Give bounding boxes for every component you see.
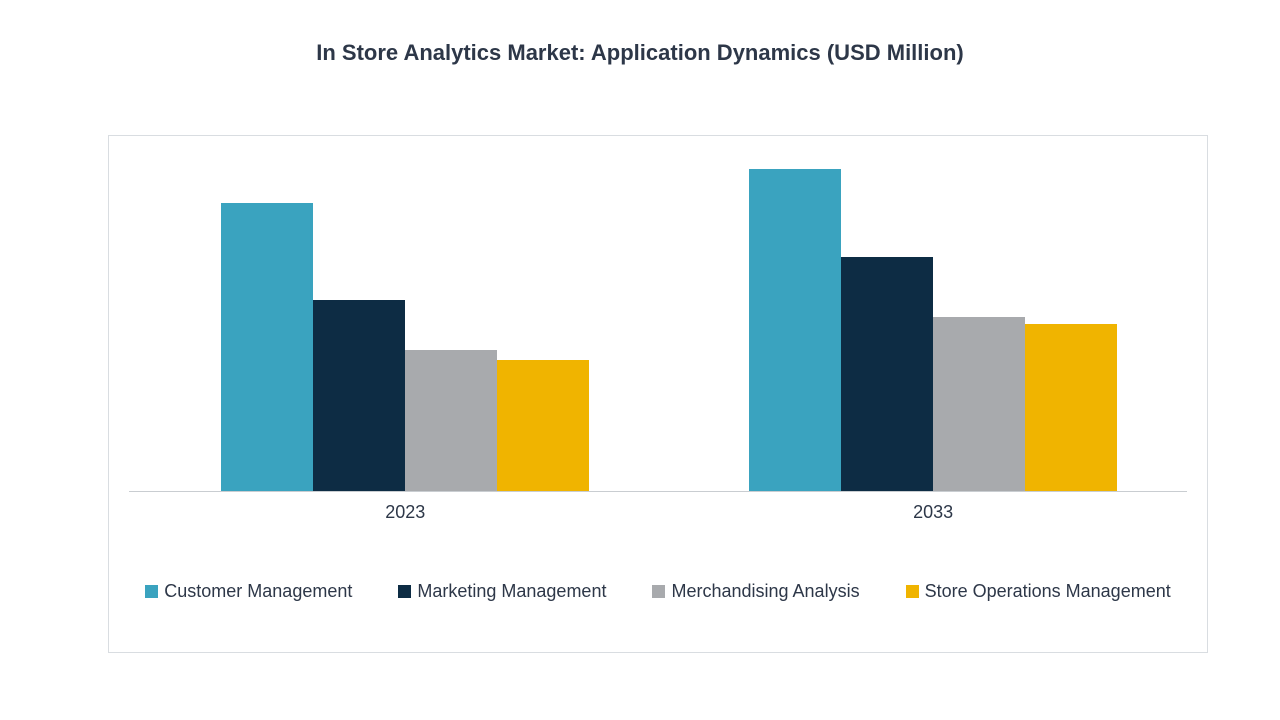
legend-swatch: [652, 585, 665, 598]
bar: [221, 203, 313, 491]
bar: [749, 169, 841, 491]
legend-label: Store Operations Management: [925, 581, 1171, 602]
x-axis-label: 2033: [913, 502, 953, 523]
plot-area: [129, 156, 1187, 492]
bar: [405, 350, 497, 491]
legend-item: Store Operations Management: [906, 581, 1171, 602]
bar: [933, 317, 1025, 491]
x-axis-labels: 2023 2033: [129, 502, 1187, 532]
bar: [1025, 324, 1117, 492]
legend-item: Marketing Management: [398, 581, 606, 602]
legend-swatch: [145, 585, 158, 598]
bar-group: [749, 156, 1117, 491]
bar: [497, 360, 589, 491]
legend-item: Customer Management: [145, 581, 352, 602]
legend-label: Merchandising Analysis: [671, 581, 859, 602]
bar-group: [221, 156, 589, 491]
legend: Customer Management Marketing Management M…: [109, 581, 1207, 602]
bar: [313, 300, 405, 491]
x-axis-label: 2023: [385, 502, 425, 523]
legend-swatch: [906, 585, 919, 598]
chart-frame: 2023 2033 Customer Management Marketing Ma…: [108, 135, 1208, 653]
legend-item: Merchandising Analysis: [652, 581, 859, 602]
legend-label: Marketing Management: [417, 581, 606, 602]
legend-swatch: [398, 585, 411, 598]
chart-title: In Store Analytics Market: Application D…: [0, 40, 1280, 66]
legend-label: Customer Management: [164, 581, 352, 602]
bar: [841, 257, 933, 492]
